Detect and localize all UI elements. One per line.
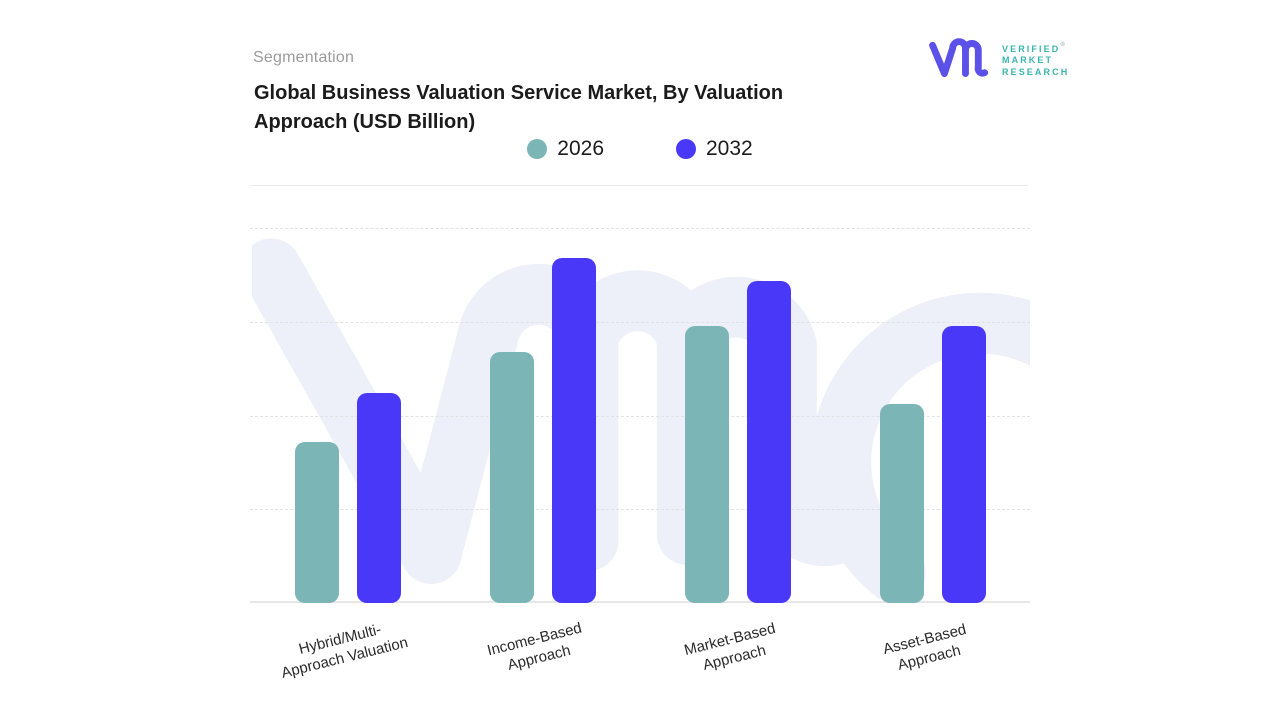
x-axis-label: Market-Based Approach — [640, 603, 835, 713]
segmentation-eyebrow: Segmentation — [253, 49, 355, 66]
x-axis-label: Hybrid/Multi- Approach Valuation — [250, 603, 445, 713]
chart-title: Global Business Valuation Service Market… — [254, 79, 834, 137]
x-axis-baseline — [250, 601, 1030, 603]
bar-2032-4 — [941, 325, 986, 603]
logo-line-research: RESEARCH — [1002, 66, 1070, 77]
vmr-logo-text: VERIFIED® MARKET RESEARCH — [1002, 40, 1069, 79]
bar-2026-3 — [684, 325, 729, 603]
bar-group — [684, 228, 791, 603]
logo-line-market: MARKET — [1002, 55, 1054, 66]
plot-area — [250, 228, 1030, 603]
gridline-100 — [250, 228, 1030, 229]
x-axis-label-text: Income-Based Approach — [485, 619, 584, 674]
bar-2026-2 — [489, 351, 534, 603]
bar-2026-1 — [294, 441, 339, 603]
x-axis-label-text: Asset-Based Approach — [881, 620, 968, 674]
registered-mark: ® — [1060, 41, 1065, 48]
bar-group — [489, 228, 596, 603]
chart-title-line2: Approach (USD Billion) — [254, 111, 476, 133]
logo-line-verified: VERIFIED® — [1002, 41, 1065, 54]
gridline-75 — [250, 321, 1030, 323]
legend-label-2032: 2032 — [706, 137, 753, 160]
legend-label-2026: 2026 — [557, 137, 604, 160]
vmr-logo: VERIFIED® MARKET RESEARCH — [928, 36, 1069, 82]
bar-group — [879, 228, 986, 603]
x-axis-labels: Hybrid/Multi- Approach Valuation Income-Ba… — [250, 603, 1030, 713]
gridline-50 — [250, 415, 1030, 417]
bar-groups — [250, 228, 1030, 603]
gridline-25 — [250, 509, 1030, 511]
x-axis-label: Asset-Based Approach — [835, 603, 1030, 713]
chart-title-line1: Global Business Valuation Service Market… — [254, 82, 784, 104]
bar-2032-2 — [551, 258, 596, 603]
bar-2032-3 — [746, 280, 791, 603]
vmr-logo-glyph-icon — [929, 38, 989, 78]
legend-dot-2026 — [527, 139, 548, 159]
x-axis-label-text: Market-Based Approach — [682, 619, 777, 674]
header-divider — [250, 185, 1028, 186]
chart-legend: 2026 2032 — [250, 137, 1030, 161]
bar-group — [294, 228, 401, 603]
x-axis-label-text: Hybrid/Multi- Approach Valuation — [279, 621, 410, 682]
legend-item-2032: 2032 — [676, 137, 753, 161]
bar-2032-1 — [356, 393, 401, 603]
bar-2026-4 — [879, 404, 924, 603]
legend-dot-2032 — [676, 139, 696, 159]
x-axis-label: Income-Based Approach — [445, 603, 640, 713]
legend-item-2026: 2026 — [527, 137, 604, 161]
